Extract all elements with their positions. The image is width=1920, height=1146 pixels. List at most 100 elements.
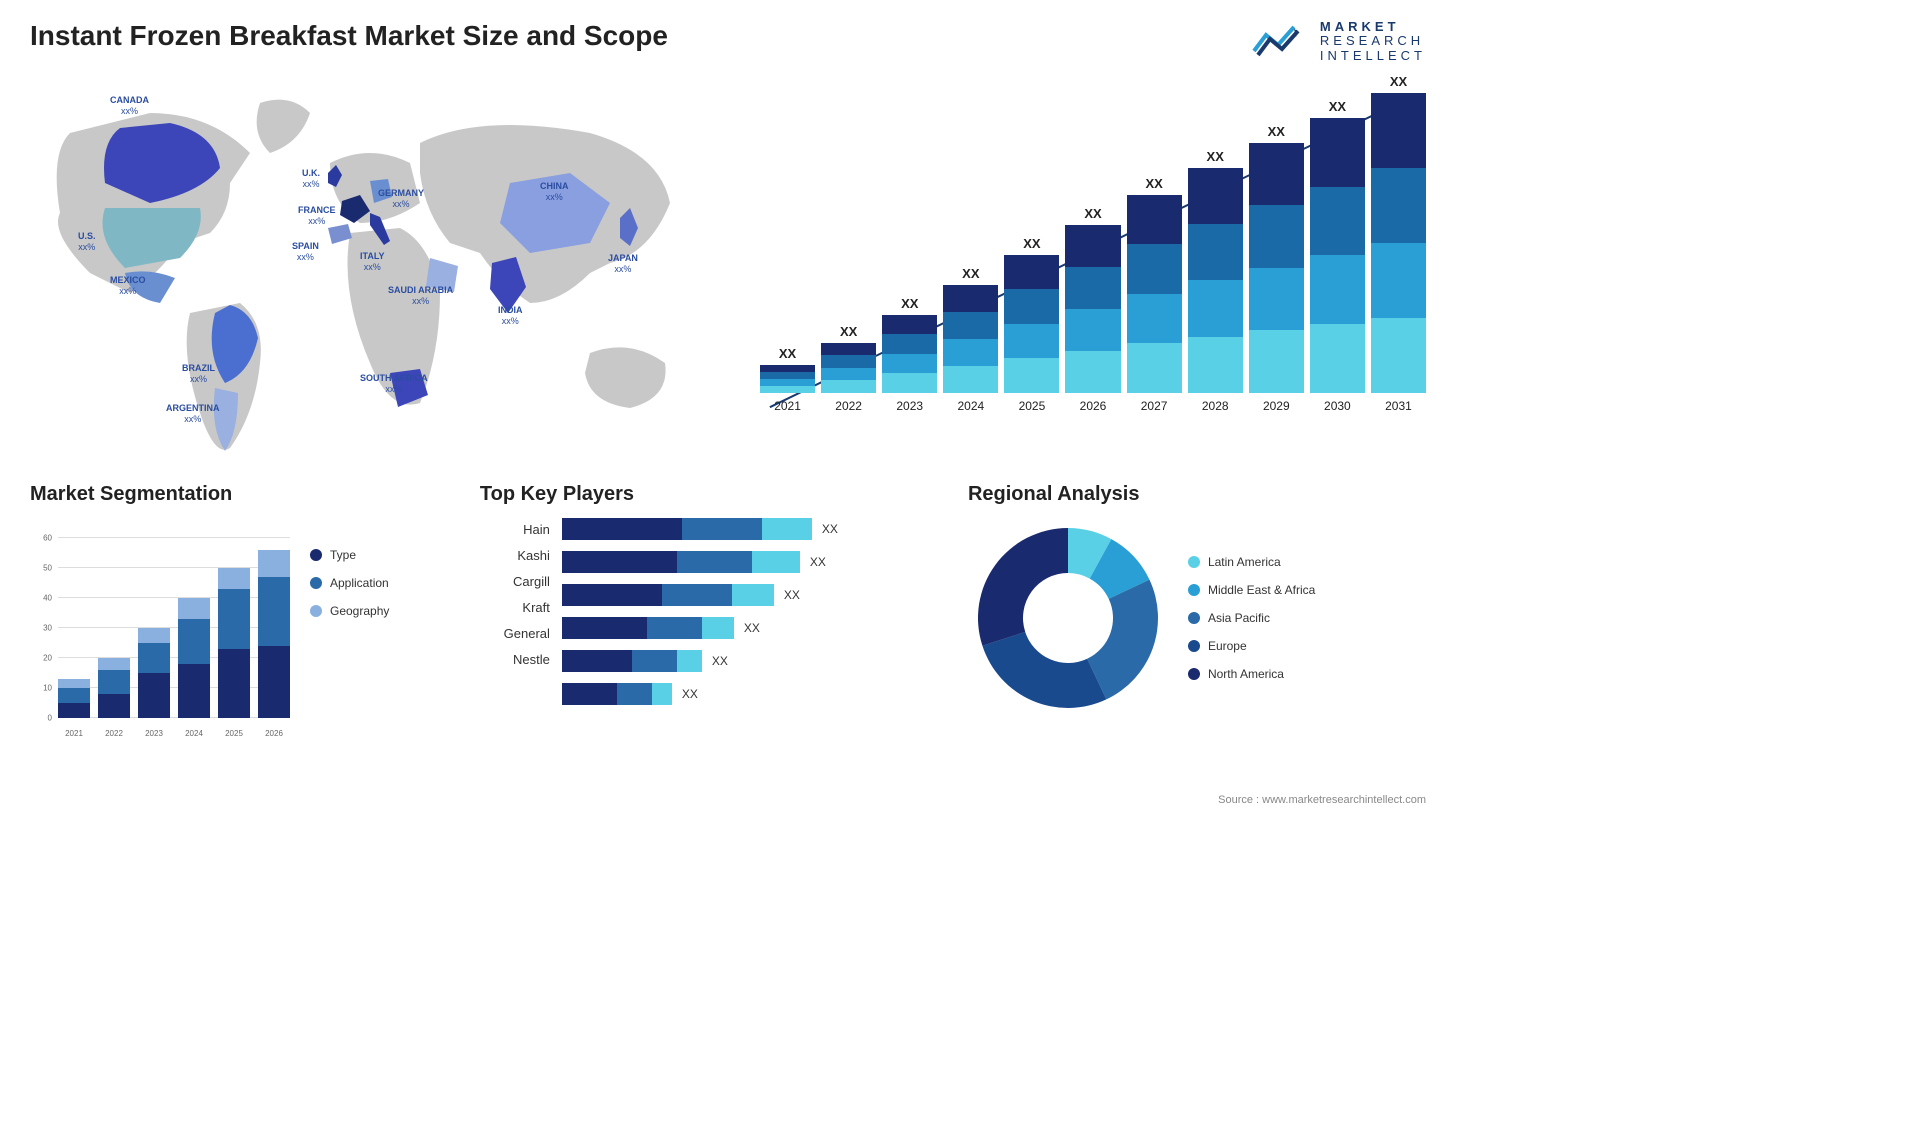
growth-bar: XX 2021 bbox=[760, 346, 815, 413]
growth-value: XX bbox=[1145, 176, 1162, 191]
donut-chart bbox=[968, 518, 1168, 718]
player-value: XX bbox=[810, 555, 826, 569]
map-label: SPAINxx% bbox=[292, 241, 319, 263]
player-bar: XX bbox=[562, 617, 938, 639]
legend-item: Asia Pacific bbox=[1188, 611, 1315, 625]
player-name: Kraft bbox=[480, 600, 550, 615]
player-name: Kashi bbox=[480, 548, 550, 563]
player-name: Cargill bbox=[480, 574, 550, 589]
map-label: INDIAxx% bbox=[498, 305, 523, 327]
map-label: ITALYxx% bbox=[360, 251, 385, 273]
segmentation-legend: Type Application Geography bbox=[310, 518, 389, 738]
logo: MARKET RESEARCH INTELLECT bbox=[1250, 20, 1426, 63]
market-segmentation: Market Segmentation 0102030405060 202120… bbox=[30, 483, 450, 763]
bottom-row: Market Segmentation 0102030405060 202120… bbox=[30, 483, 1426, 763]
growth-bar: XX 2026 bbox=[1065, 206, 1120, 413]
legend-item: North America bbox=[1188, 667, 1315, 681]
player-name: Hain bbox=[480, 522, 550, 537]
player-bar: XX bbox=[562, 518, 938, 540]
seg-bar bbox=[138, 628, 170, 718]
seg-bar bbox=[98, 658, 130, 718]
growth-year: 2030 bbox=[1324, 399, 1351, 413]
seg-bar bbox=[218, 568, 250, 718]
growth-value: XX bbox=[1023, 236, 1040, 251]
map-label: CANADAxx% bbox=[110, 95, 149, 117]
top-row: CANADAxx% U.S.xx% MEXICOxx% BRAZILxx% ARGENT… bbox=[30, 73, 1426, 463]
growth-year: 2024 bbox=[957, 399, 984, 413]
growth-bar: XX 2024 bbox=[943, 266, 998, 413]
player-name: Nestle bbox=[480, 652, 550, 667]
map-label: BRAZILxx% bbox=[182, 363, 215, 385]
growth-bar: XX 2030 bbox=[1310, 99, 1365, 413]
legend-item: Middle East & Africa bbox=[1188, 583, 1315, 597]
growth-bar: XX 2029 bbox=[1249, 124, 1304, 413]
regional-title: Regional Analysis bbox=[968, 483, 1426, 506]
growth-year: 2031 bbox=[1385, 399, 1412, 413]
growth-value: XX bbox=[1084, 206, 1101, 221]
legend-item: Type bbox=[310, 548, 389, 562]
map-label: SAUDI ARABIAxx% bbox=[388, 285, 453, 307]
seg-bar bbox=[258, 550, 290, 718]
map-label: MEXICOxx% bbox=[110, 275, 146, 297]
map-label: U.S.xx% bbox=[78, 231, 96, 253]
player-value: XX bbox=[712, 654, 728, 668]
legend-item: Latin America bbox=[1188, 555, 1315, 569]
seg-bar bbox=[178, 598, 210, 718]
map-label: GERMANYxx% bbox=[378, 188, 424, 210]
seg-bar bbox=[58, 679, 90, 718]
growth-year: 2025 bbox=[1019, 399, 1046, 413]
growth-year: 2021 bbox=[774, 399, 801, 413]
map-label: JAPANxx% bbox=[608, 253, 638, 275]
legend-item: Application bbox=[310, 576, 389, 590]
player-bar: XX bbox=[562, 584, 938, 606]
growth-bar: XX 2022 bbox=[821, 324, 876, 413]
map-label: FRANCExx% bbox=[298, 205, 336, 227]
player-value: XX bbox=[744, 621, 760, 635]
player-value: XX bbox=[682, 687, 698, 701]
donut-slice bbox=[982, 632, 1106, 708]
legend-item: Geography bbox=[310, 604, 389, 618]
growth-value: XX bbox=[779, 346, 796, 361]
logo-text: MARKET RESEARCH INTELLECT bbox=[1320, 20, 1426, 63]
regional-legend: Latin America Middle East & Africa Asia Pa… bbox=[1188, 555, 1315, 681]
players-bars: XX XX XX XX XX XX bbox=[562, 518, 938, 705]
map-label: U.K.xx% bbox=[302, 168, 320, 190]
players-labels: Hain Kashi Cargill Kraft General Nestle bbox=[480, 518, 550, 705]
map-label: CHINAxx% bbox=[540, 181, 569, 203]
player-name: General bbox=[480, 626, 550, 641]
growth-year: 2027 bbox=[1141, 399, 1168, 413]
page-title: Instant Frozen Breakfast Market Size and… bbox=[30, 20, 668, 52]
player-bar: XX bbox=[562, 551, 938, 573]
growth-value: XX bbox=[1207, 149, 1224, 164]
growth-value: XX bbox=[962, 266, 979, 281]
growth-value: XX bbox=[840, 324, 857, 339]
growth-year: 2026 bbox=[1080, 399, 1107, 413]
growth-year: 2022 bbox=[835, 399, 862, 413]
legend-item: Europe bbox=[1188, 639, 1315, 653]
players-title: Top Key Players bbox=[480, 483, 938, 506]
growth-bar: XX2031 bbox=[1371, 74, 1426, 413]
growth-value: XX bbox=[1268, 124, 1285, 139]
player-value: XX bbox=[822, 522, 838, 536]
growth-year: 2028 bbox=[1202, 399, 1229, 413]
source-attribution: Source : www.marketresearchintellect.com bbox=[1218, 794, 1426, 806]
growth-year: 2029 bbox=[1263, 399, 1290, 413]
player-bar: XX bbox=[562, 650, 938, 672]
donut-slice bbox=[978, 528, 1068, 646]
growth-value: XX bbox=[901, 296, 918, 311]
map-label: SOUTH AFRICAxx% bbox=[360, 373, 428, 395]
segmentation-title: Market Segmentation bbox=[30, 483, 450, 506]
regional-analysis: Regional Analysis Latin America Middle Ea… bbox=[968, 483, 1426, 763]
growth-year: 2023 bbox=[896, 399, 923, 413]
segmentation-chart: 0102030405060 202120222023202420252026 bbox=[30, 518, 290, 738]
growth-value: XX bbox=[1329, 99, 1346, 114]
growth-bar: XX 2027 bbox=[1127, 176, 1182, 413]
map-label: ARGENTINAxx% bbox=[166, 403, 220, 425]
growth-chart: XX2021XX2022XX2023XX2024XX2025XX2026XX20… bbox=[750, 73, 1426, 463]
logo-icon bbox=[1250, 21, 1310, 61]
header: Instant Frozen Breakfast Market Size and… bbox=[30, 20, 1426, 63]
growth-bar: XX 2025 bbox=[1004, 236, 1059, 413]
player-bar: XX bbox=[562, 683, 938, 705]
player-value: XX bbox=[784, 588, 800, 602]
world-map: CANADAxx% U.S.xx% MEXICOxx% BRAZILxx% ARGENT… bbox=[30, 73, 710, 463]
